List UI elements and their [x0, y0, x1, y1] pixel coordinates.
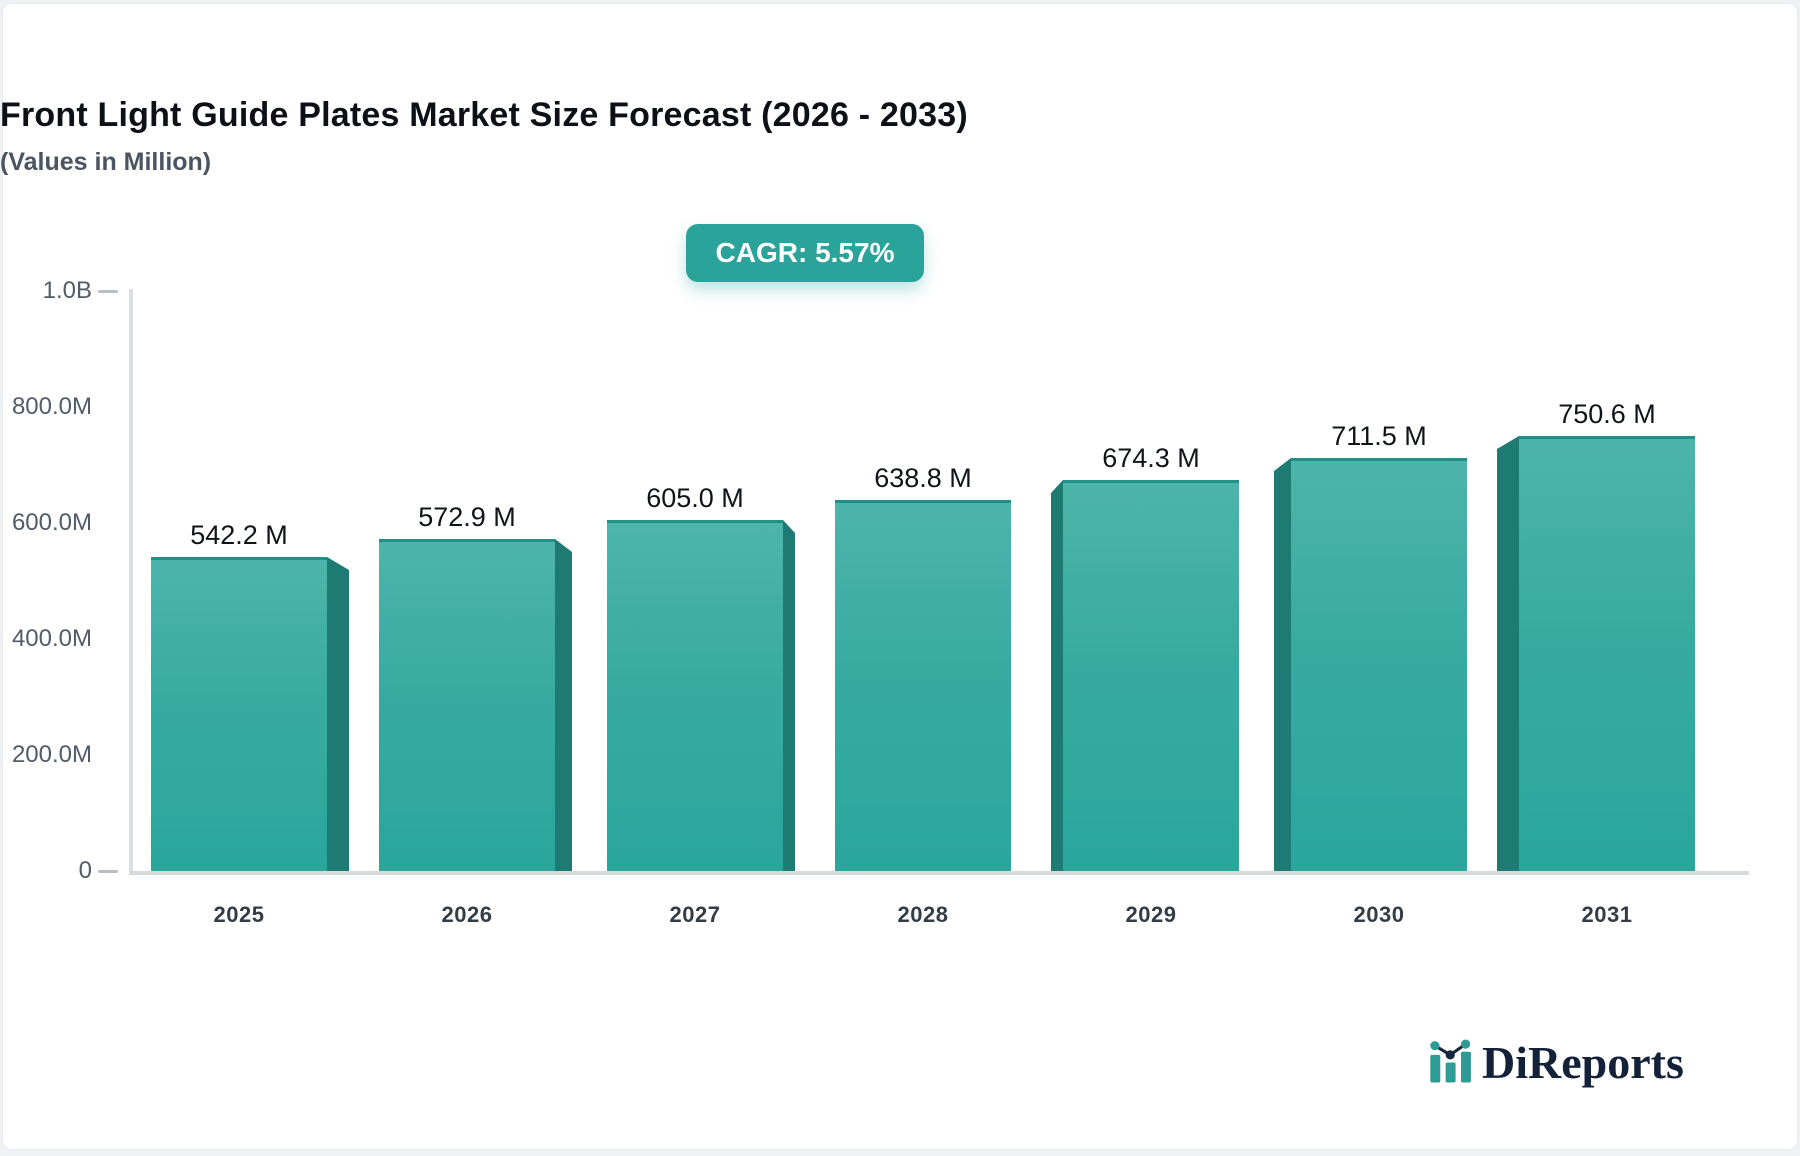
bar-3d-side-face: [783, 520, 795, 871]
y-axis-line: [129, 289, 133, 875]
bar-3d-side-face: [1274, 458, 1291, 871]
y-axis-tick-label: 0: [78, 857, 92, 884]
bar-value-label: 711.5 M: [1331, 421, 1427, 451]
bar-2025[interactable]: [151, 557, 327, 871]
bar-3d-side-face: [327, 557, 349, 871]
cagr-badge: CAGR: 5.57%: [686, 224, 924, 282]
bar-2028[interactable]: [835, 500, 1011, 871]
x-axis-category-label: 2030: [1353, 902, 1405, 927]
direports-logo: DiReports: [1428, 1038, 1684, 1088]
bar-value-label: 542.2 M: [190, 520, 288, 550]
y-axis-tick-label: 800.0M: [11, 393, 92, 420]
y-axis-tick-label: 400.0M: [11, 625, 92, 652]
chart-title: Front Light Guide Plates Market Size For…: [0, 96, 968, 134]
bar-chart-with-trendline-icon: [1430, 1039, 1471, 1083]
bar-value-label: 674.3 M: [1102, 443, 1200, 473]
y-axis-tick-mark: [98, 290, 118, 293]
bar-3d-side-face: [1497, 436, 1519, 871]
bar-3d-side-face: [555, 539, 572, 871]
x-axis-category-label: 2026: [441, 902, 493, 927]
x-axis-category-label: 2028: [897, 902, 949, 927]
bar-2026[interactable]: [379, 539, 555, 871]
bar-3d-side-face: [1051, 480, 1063, 871]
chart-subtitle: (Values in Million): [0, 148, 212, 176]
x-axis-category-label: 2029: [1125, 902, 1177, 927]
bar-value-label: 605.0 M: [646, 483, 744, 513]
x-axis-baseline: [129, 871, 1749, 875]
direports-logo-text: DiReports: [1482, 1037, 1684, 1088]
y-axis-tick-mark: [98, 870, 118, 873]
x-axis-category-label: 2031: [1581, 902, 1633, 927]
bar-2030[interactable]: [1291, 458, 1467, 871]
bar-value-label: 572.9 M: [418, 502, 516, 532]
y-axis-tick-label: 200.0M: [11, 741, 92, 768]
bar-2029[interactable]: [1063, 480, 1239, 871]
bar-2031[interactable]: [1519, 436, 1695, 871]
bar-2027[interactable]: [607, 520, 783, 871]
y-axis-tick-label: 1.0B: [42, 277, 92, 304]
bar-value-label: 750.6 M: [1558, 399, 1656, 429]
x-axis-category-label: 2027: [669, 902, 721, 927]
bar-value-label: 638.8 M: [874, 463, 972, 493]
x-axis-category-label: 2025: [213, 902, 265, 927]
y-axis-tick-label: 600.0M: [11, 509, 92, 536]
